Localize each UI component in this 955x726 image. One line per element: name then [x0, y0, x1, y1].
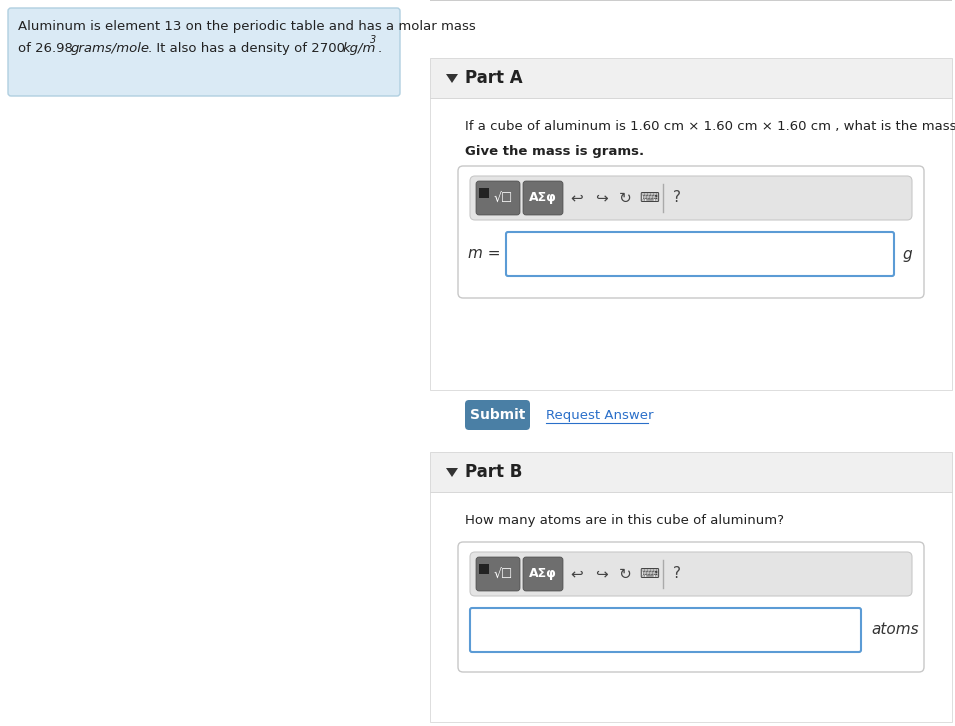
Text: Part A: Part A [465, 69, 522, 87]
Text: Aluminum is element 13 on the periodic table and has a molar mass: Aluminum is element 13 on the periodic t… [18, 20, 476, 33]
Text: √☐: √☐ [494, 568, 513, 581]
Text: AΣφ: AΣφ [529, 568, 557, 581]
Text: Request Answer: Request Answer [546, 409, 653, 422]
Text: 3: 3 [370, 35, 376, 45]
Text: ⌨: ⌨ [639, 567, 659, 581]
Text: Part B: Part B [465, 463, 522, 481]
Bar [430, 98, 952, 390]
Text: .: . [378, 42, 382, 55]
FancyBboxPatch shape [470, 552, 912, 596]
Bar [430, 452, 952, 492]
Text: atoms: atoms [871, 622, 919, 637]
Bar [430, 58, 952, 98]
FancyBboxPatch shape [470, 608, 861, 652]
FancyBboxPatch shape [8, 8, 400, 96]
Text: ↻: ↻ [619, 566, 631, 582]
Text: AΣφ: AΣφ [529, 192, 557, 205]
Text: If a cube of aluminum is 1.60 cm × 1.60 cm × 1.60 cm , what is the mass of the c: If a cube of aluminum is 1.60 cm × 1.60 … [465, 120, 955, 133]
FancyBboxPatch shape [523, 181, 563, 215]
Text: √☐: √☐ [494, 192, 513, 205]
FancyBboxPatch shape [458, 166, 924, 298]
FancyBboxPatch shape [458, 542, 924, 672]
Text: grams/mole: grams/mole [71, 42, 150, 55]
FancyBboxPatch shape [506, 232, 894, 276]
Text: ↩: ↩ [571, 190, 584, 205]
Bar [479, 564, 489, 574]
Text: ↪: ↪ [595, 190, 607, 205]
Bar [430, 492, 952, 722]
Text: ⌨: ⌨ [639, 191, 659, 205]
Bar [479, 188, 489, 198]
Text: . It also has a density of 2700: . It also has a density of 2700 [148, 42, 350, 55]
Text: How many atoms are in this cube of aluminum?: How many atoms are in this cube of alumi… [465, 514, 784, 527]
Text: g: g [902, 247, 912, 261]
Polygon shape [446, 74, 458, 83]
FancyBboxPatch shape [470, 176, 912, 220]
Bar [430, 0, 952, 1]
Text: of 26.98: of 26.98 [18, 42, 77, 55]
FancyBboxPatch shape [476, 557, 520, 591]
FancyBboxPatch shape [465, 400, 530, 430]
Text: ?: ? [673, 190, 681, 205]
FancyBboxPatch shape [476, 181, 520, 215]
Text: m =: m = [468, 247, 500, 261]
Text: Submit: Submit [470, 408, 525, 422]
Text: ↪: ↪ [595, 566, 607, 582]
FancyBboxPatch shape [523, 557, 563, 591]
Text: ?: ? [673, 566, 681, 582]
Text: Give the mass is grams.: Give the mass is grams. [465, 145, 644, 158]
Text: ↻: ↻ [619, 190, 631, 205]
Text: ↩: ↩ [571, 566, 584, 582]
Text: kg/m: kg/m [343, 42, 376, 55]
Polygon shape [446, 468, 458, 477]
